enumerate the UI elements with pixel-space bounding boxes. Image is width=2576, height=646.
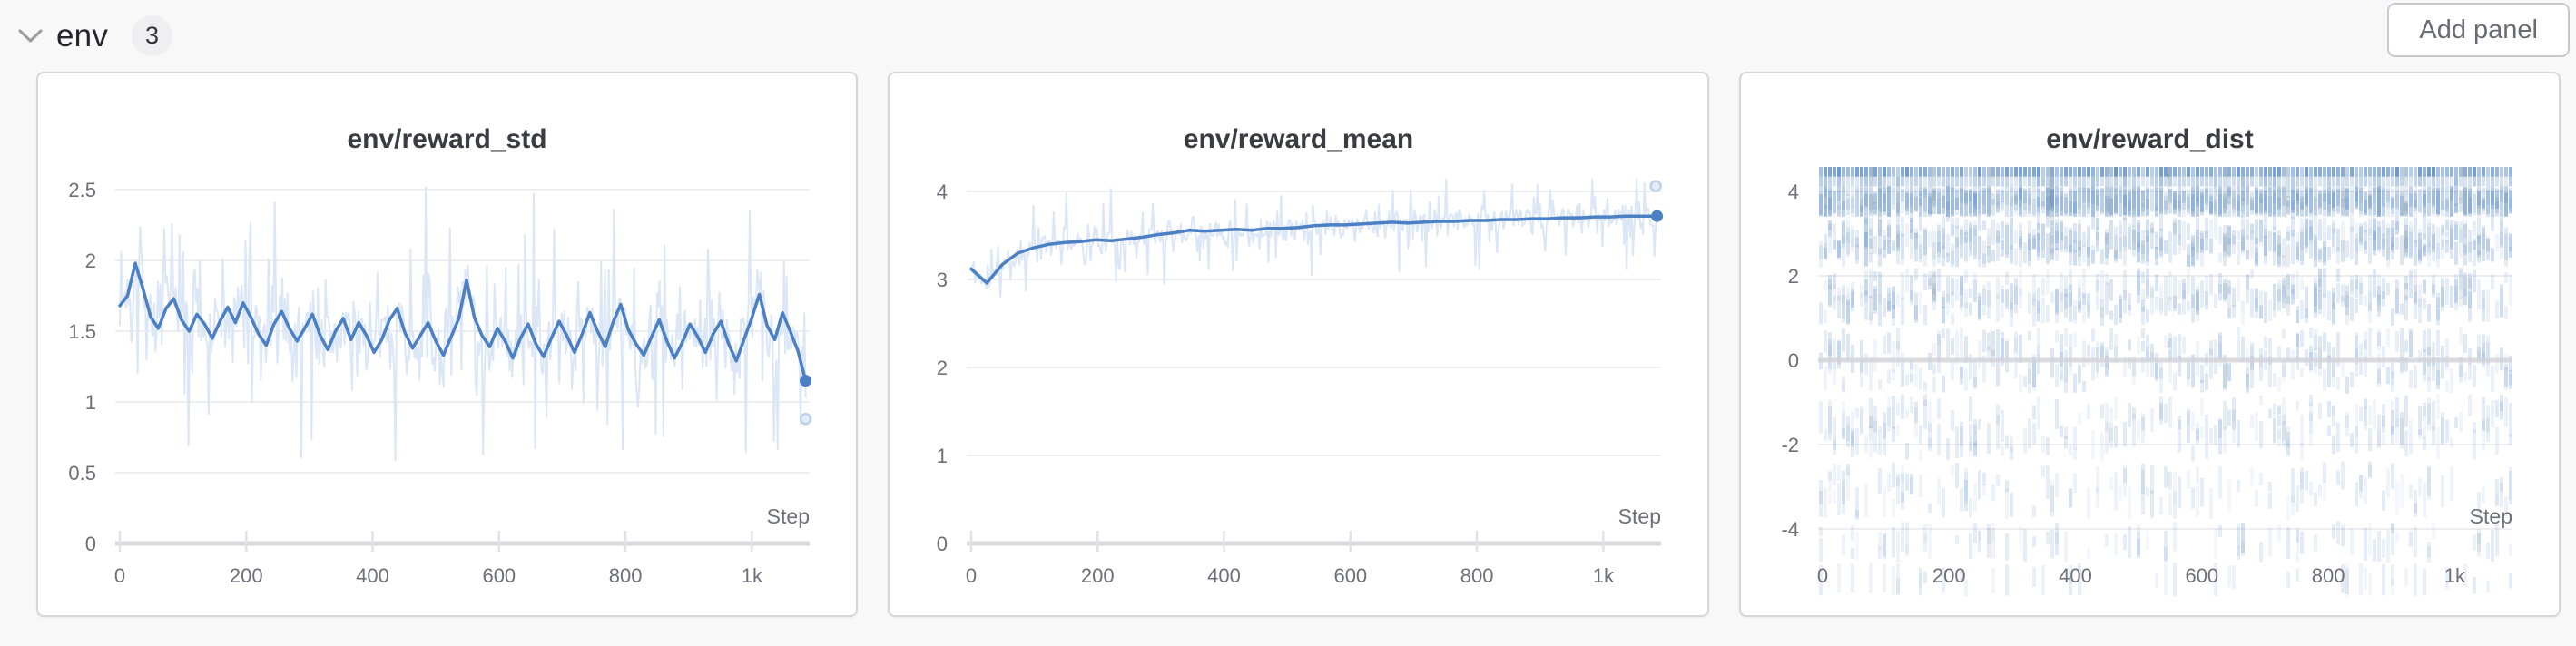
add-panel-button[interactable]: Add panel	[2387, 3, 2570, 57]
svg-text:1.5: 1.5	[68, 320, 96, 343]
panel-grid: env/reward_std 0 0.5 1 1.5 2 2.5 0 200 400 600 800…	[36, 72, 2561, 617]
svg-text:Step: Step	[1618, 504, 1661, 528]
svg-text:800: 800	[1460, 564, 1494, 587]
chart-title: env/reward_dist	[2046, 124, 2254, 154]
panel-env-reward-dist[interactable]: env/reward_dist -4 -2 0 2 4 0 200 400 600 800 1k St…	[1739, 72, 2561, 617]
svg-text:0: 0	[966, 564, 977, 587]
svg-text:0: 0	[114, 564, 125, 587]
chart-canvas-reward-dist[interactable]: -4 -2 0 2 4 0 200 400 600 800 1k Step	[1741, 73, 2559, 615]
svg-text:1: 1	[85, 391, 96, 414]
chart-canvas-reward-mean[interactable]: 0 1 2 3 4 0 200 400 600 800 1k Step	[890, 73, 1707, 615]
svg-text:400: 400	[356, 564, 389, 587]
svg-text:2: 2	[937, 357, 948, 379]
svg-text:4: 4	[937, 181, 948, 203]
svg-text:600: 600	[2185, 564, 2218, 587]
chart-title: env/reward_std	[347, 124, 547, 154]
svg-text:4: 4	[1788, 181, 1799, 203]
svg-text:1k: 1k	[1593, 564, 1615, 587]
svg-text:600: 600	[482, 564, 516, 587]
svg-text:0: 0	[1817, 564, 1828, 587]
svg-text:200: 200	[230, 564, 263, 587]
svg-text:400: 400	[1207, 564, 1241, 587]
svg-text:1k: 1k	[742, 564, 763, 587]
svg-text:600: 600	[1333, 564, 1367, 587]
svg-text:-2: -2	[1781, 434, 1799, 456]
svg-text:0: 0	[1788, 349, 1799, 372]
svg-text:-4: -4	[1781, 518, 1799, 541]
svg-text:2.5: 2.5	[68, 179, 96, 201]
chevron-down-icon[interactable]	[15, 21, 45, 52]
svg-text:400: 400	[2059, 564, 2092, 587]
section-header: env 3 Add panel	[0, 0, 2576, 72]
panel-env-reward-std[interactable]: env/reward_std 0 0.5 1 1.5 2 2.5 0 200 400 600 800…	[36, 72, 858, 617]
chart-canvas-reward-std[interactable]: 0 0.5 1 1.5 2 2.5 0 200 400 600 800 1k Step	[38, 73, 856, 615]
svg-text:2: 2	[1788, 265, 1799, 288]
svg-text:0: 0	[85, 533, 96, 555]
svg-text:800: 800	[2312, 564, 2345, 587]
svg-text:1: 1	[937, 445, 948, 467]
chart-title: env/reward_mean	[1183, 124, 1414, 154]
svg-text:200: 200	[1081, 564, 1115, 587]
panel-env-reward-mean[interactable]: env/reward_mean 0 1 2 3 4 0 200 400 600 800 1k Step	[888, 72, 1709, 617]
svg-text:Step: Step	[767, 504, 810, 528]
svg-text:0: 0	[937, 533, 948, 555]
svg-text:3: 3	[937, 269, 948, 291]
svg-text:0.5: 0.5	[68, 462, 96, 484]
section-title: env	[56, 17, 109, 54]
svg-text:200: 200	[1932, 564, 1966, 587]
panel-count-badge: 3	[132, 15, 173, 56]
svg-text:800: 800	[609, 564, 643, 587]
svg-text:Step: Step	[2470, 504, 2512, 528]
svg-text:1k: 1k	[2444, 564, 2466, 587]
svg-text:2: 2	[85, 250, 96, 272]
